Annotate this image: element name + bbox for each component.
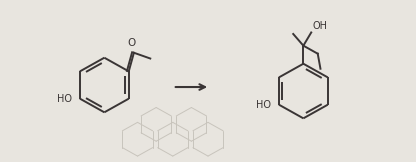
Text: HO: HO [57, 94, 72, 104]
Text: HO: HO [257, 100, 272, 110]
Text: OH: OH [313, 21, 328, 31]
Text: O: O [128, 38, 136, 48]
